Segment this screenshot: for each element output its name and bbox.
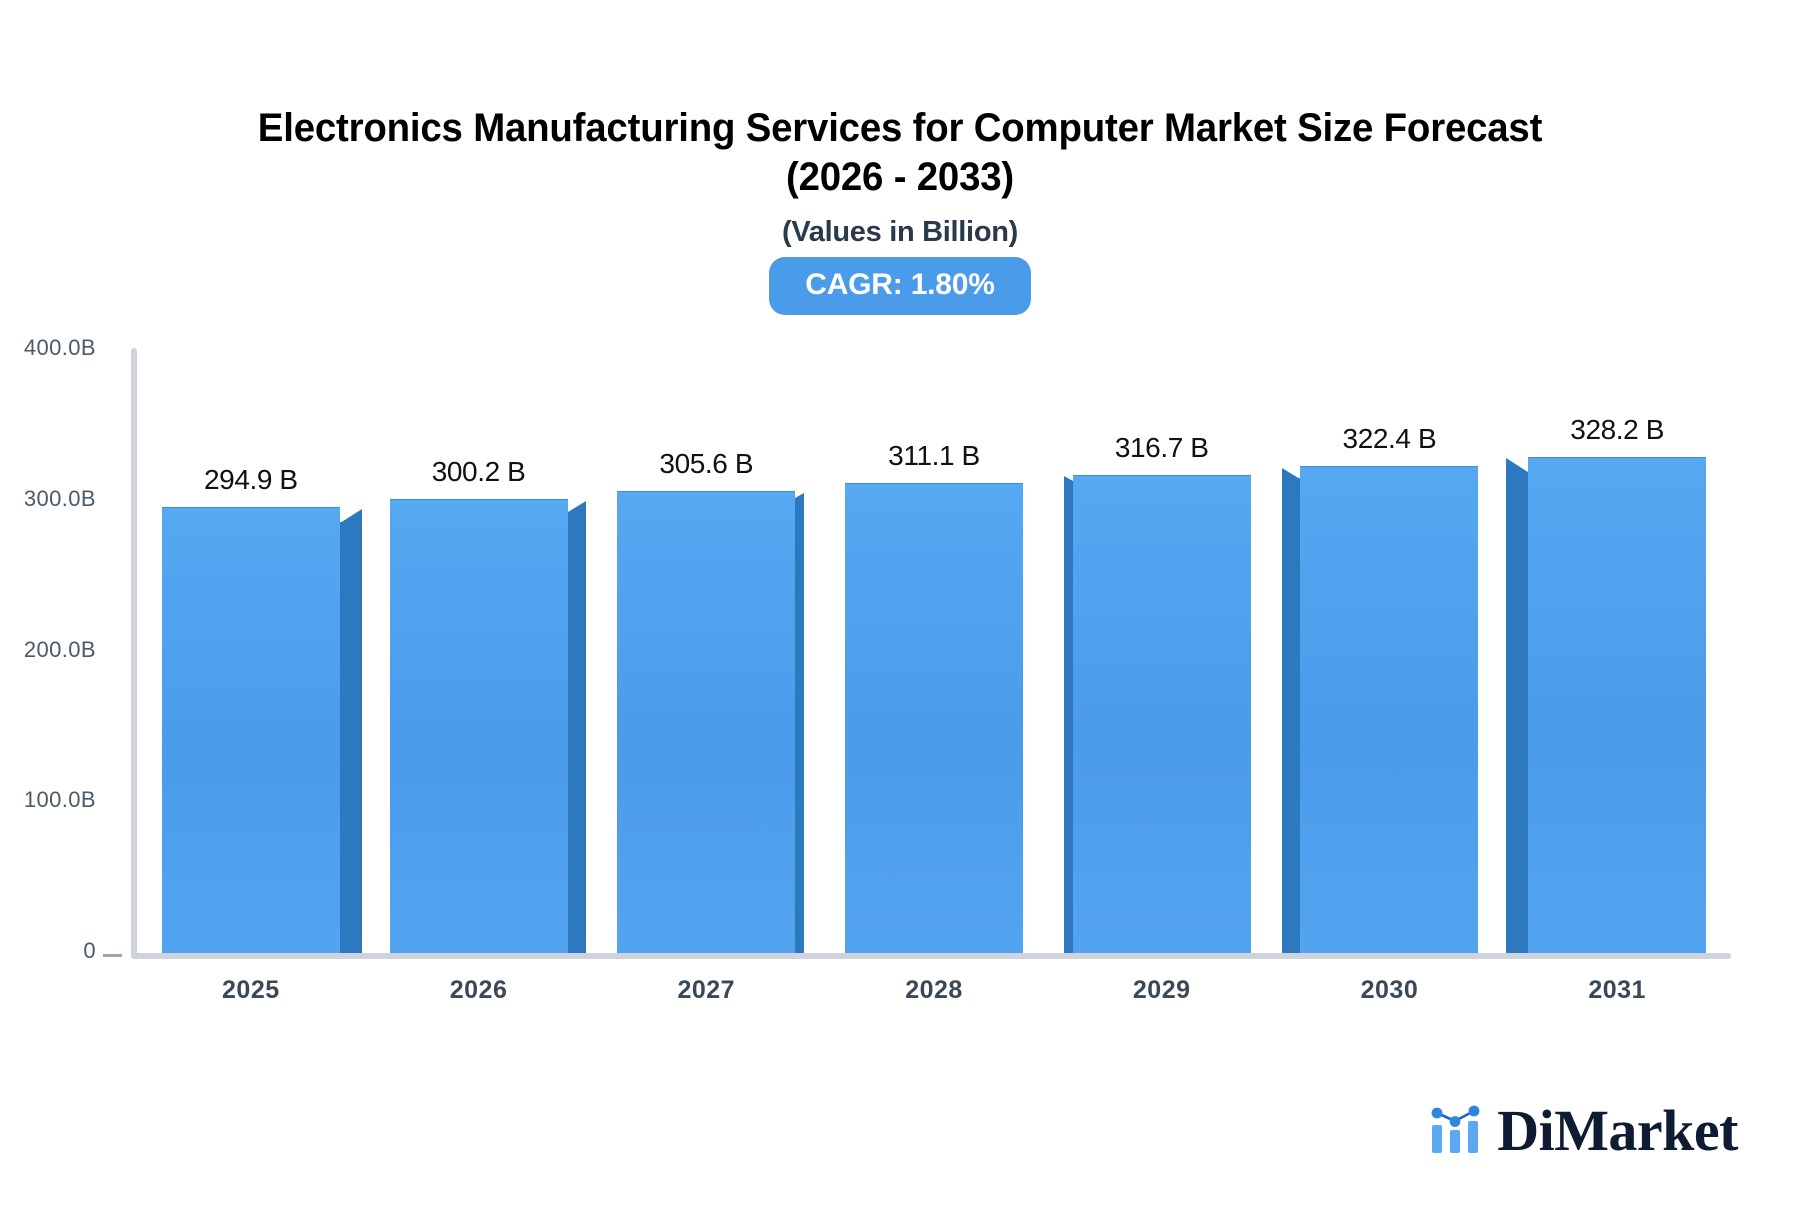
brand-logo: DiMarket — [1428, 1102, 1738, 1160]
bar-top-bevel — [339, 508, 362, 523]
bar-value-label: 328.2 B — [1570, 414, 1664, 446]
bar-value-label: 322.4 B — [1342, 422, 1437, 454]
bar-top-bevel — [795, 493, 805, 499]
bar-top-bevel — [567, 501, 586, 513]
bar-top-bevel — [1506, 458, 1529, 473]
bar-column[interactable]: 300.2 B — [389, 456, 586, 953]
y-axis-tick-label: 0 — [83, 938, 96, 963]
y-axis-tick-label: 300.0B — [23, 485, 96, 511]
bar-side-face — [567, 511, 586, 953]
x-axis-line — [131, 953, 1731, 959]
x-axis-tick-label: 2027 — [677, 976, 736, 1004]
bar-value-label: 300.2 B — [431, 456, 526, 488]
bar-side-face — [1282, 478, 1301, 953]
bar-value-label: 316.7 B — [1114, 431, 1209, 463]
bar-value-label: 305.6 B — [659, 448, 754, 480]
x-axis-tick-label: 2031 — [1588, 976, 1646, 1004]
bar-side-face — [795, 498, 805, 953]
chart-subtitle: (Values in Billion) — [782, 215, 1018, 248]
bar-front-face — [1528, 457, 1707, 953]
logo-wordmark: DiMarket — [1497, 1098, 1738, 1163]
bar-side-face — [339, 522, 362, 953]
y-axis-zero-tick — [103, 954, 122, 957]
y-axis-tick-label: 400.0B — [23, 335, 96, 360]
chart-header: Electronics Manufacturing Services for C… — [0, 0, 1800, 315]
bar-side-face — [1063, 481, 1073, 953]
bar-chart-trend-icon — [1428, 1103, 1484, 1160]
bar-top-bevel — [1063, 476, 1073, 482]
bar-column[interactable]: 322.4 B — [1282, 423, 1479, 953]
y-axis-tick-label: 200.0B — [23, 636, 96, 662]
cagr-badge: CAGR: 1.80% — [769, 256, 1031, 315]
x-axis-tick-label: 2029 — [1132, 976, 1191, 1004]
bar-column[interactable]: 328.2 B — [1506, 414, 1707, 953]
x-axis-tick-label: 2025 — [222, 976, 280, 1004]
bar-value-label: 294.9 B — [203, 464, 298, 496]
bar-value-label: 311.1 B — [888, 440, 980, 472]
y-axis-tick-label: 100.0B — [23, 787, 96, 813]
bar-column[interactable]: 316.7 B — [1063, 432, 1251, 953]
bar-front-face — [845, 483, 1023, 953]
bar-column[interactable]: 311.1 B — [845, 440, 1023, 953]
x-axis-tick-label: 2028 — [905, 976, 963, 1004]
bar-front-face — [617, 491, 796, 953]
bar-front-face — [1072, 474, 1251, 953]
x-axis-tick-label: 2030 — [1360, 976, 1419, 1004]
y-axis-line — [131, 348, 137, 959]
page-title: Electronics Manufacturing Services for C… — [257, 106, 1543, 199]
bar-column[interactable]: 305.6 B — [617, 448, 805, 953]
bar-front-face — [389, 499, 568, 953]
bar-front-face — [1300, 465, 1479, 953]
bar-front-face — [161, 507, 340, 953]
bar-column[interactable]: 294.9 B — [161, 464, 362, 953]
x-axis-tick-label: 2026 — [449, 976, 508, 1004]
bar-top-bevel — [1282, 467, 1301, 479]
bar-side-face — [1506, 471, 1529, 953]
